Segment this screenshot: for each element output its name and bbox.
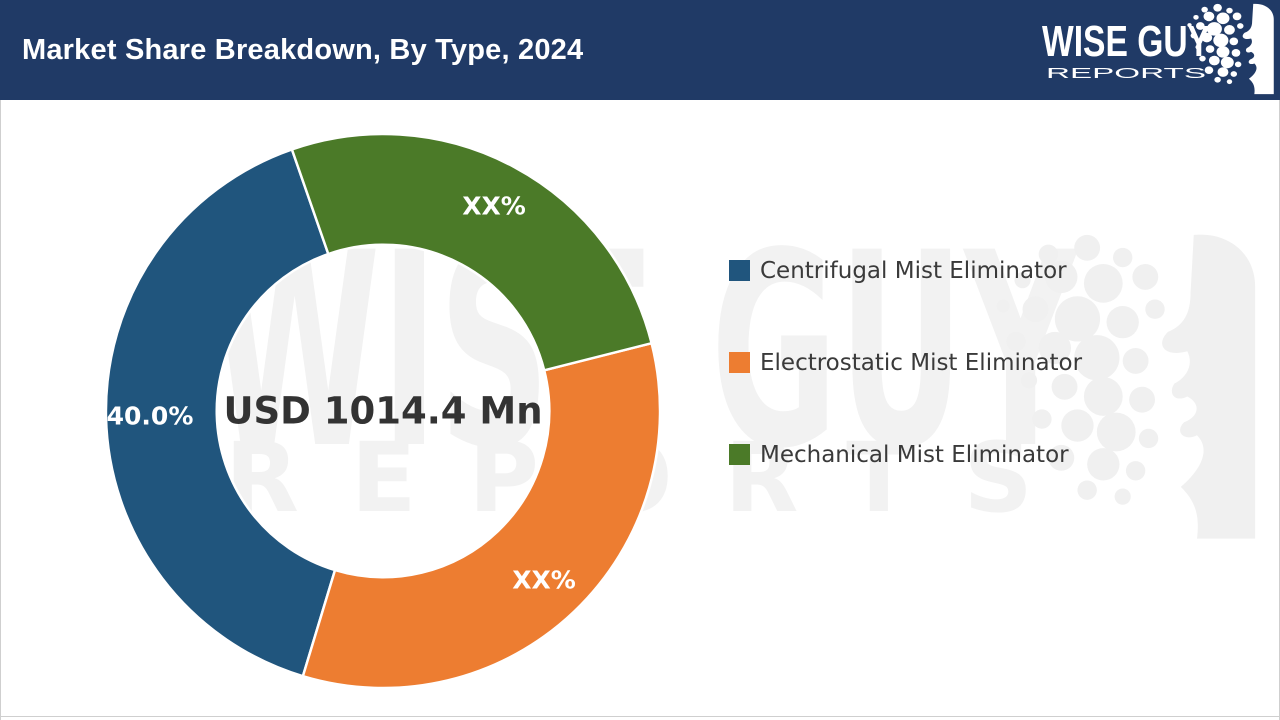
legend-label: Centrifugal Mist Eliminator	[760, 257, 1067, 284]
bottom-border-line	[1, 716, 1279, 717]
legend-label: Electrostatic Mist Eliminator	[760, 349, 1083, 376]
logo-subtext: REPORTS	[1046, 65, 1206, 82]
legend-item-centrifugal[interactable]: Centrifugal Mist Eliminator	[729, 248, 1082, 293]
logo-wordmark: WISE GUY	[1042, 17, 1210, 66]
donut-center-total: USD 1014.4 Mn	[223, 389, 543, 433]
donut-segment-electrostatic[interactable]	[301, 341, 662, 690]
donut-chart	[104, 132, 662, 690]
chart-legend: Centrifugal Mist Eliminator Electrostati…	[729, 248, 1082, 477]
donut-segment-centrifugal[interactable]	[104, 148, 337, 678]
legend-item-mechanical[interactable]: Mechanical Mist Eliminator	[729, 432, 1082, 477]
legend-item-electrostatic[interactable]: Electrostatic Mist Eliminator	[729, 340, 1082, 385]
legend-swatch-centrifugal	[729, 260, 750, 281]
slice-value-electrostatic: XX%	[512, 565, 576, 595]
page-title: Market Share Breakdown, By Type, 2024	[22, 33, 584, 66]
donut-segment-mechanical[interactable]	[290, 132, 653, 372]
chart-area: WISE GUY REPORTS 40.0% XX% XX% USD 1014.…	[0, 100, 1280, 720]
legend-swatch-mechanical	[729, 444, 750, 465]
header-bar: Market Share Breakdown, By Type, 2024 WI…	[0, 0, 1280, 100]
wise-guy-reports-logo: WISE GUY REPORTS	[1042, 3, 1274, 95]
slice-value-centrifugal: 40.0%	[106, 401, 194, 431]
legend-swatch-electrostatic	[729, 352, 750, 373]
slice-value-mechanical: XX%	[462, 191, 526, 221]
legend-label: Mechanical Mist Eliminator	[760, 441, 1069, 468]
